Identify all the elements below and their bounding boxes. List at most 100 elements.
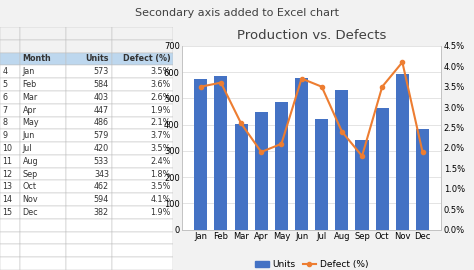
Bar	[111, 257, 173, 270]
Bar	[111, 168, 173, 180]
Text: 420: 420	[94, 144, 109, 153]
Bar	[0, 78, 20, 91]
Bar	[20, 117, 66, 129]
Text: 462: 462	[94, 182, 109, 191]
Bar	[66, 129, 111, 142]
Bar	[20, 27, 66, 40]
Text: 1.9%: 1.9%	[150, 106, 171, 115]
Text: 3.6%: 3.6%	[150, 80, 171, 89]
Bar	[235, 124, 247, 230]
Bar	[66, 155, 111, 168]
Text: Jul: Jul	[22, 144, 32, 153]
Text: 8: 8	[2, 119, 8, 127]
Bar	[20, 40, 66, 53]
Bar	[66, 91, 111, 104]
Text: 7: 7	[2, 106, 8, 115]
Bar	[0, 193, 20, 206]
Bar	[0, 40, 20, 53]
Bar	[111, 129, 173, 142]
Bar	[0, 53, 20, 65]
Text: 573: 573	[94, 67, 109, 76]
Bar	[0, 104, 20, 117]
Text: Mar: Mar	[22, 93, 38, 102]
Bar	[214, 76, 228, 229]
Text: 403: 403	[94, 93, 109, 102]
Bar	[0, 65, 20, 78]
Bar	[20, 53, 66, 65]
Text: 6: 6	[2, 93, 8, 102]
Text: 3.5%: 3.5%	[150, 144, 171, 153]
Bar	[356, 140, 369, 230]
Text: Aug: Aug	[22, 157, 38, 166]
Bar	[111, 104, 173, 117]
Text: Dec: Dec	[22, 208, 38, 217]
Bar	[0, 244, 20, 257]
Bar	[66, 257, 111, 270]
Bar	[66, 193, 111, 206]
Bar	[0, 91, 20, 104]
Legend: Units, Defect (%): Units, Defect (%)	[252, 256, 372, 270]
Bar	[20, 78, 66, 91]
Bar	[396, 74, 409, 230]
Text: Oct: Oct	[22, 182, 36, 191]
Bar	[111, 206, 173, 219]
Text: 486: 486	[94, 119, 109, 127]
Text: 533: 533	[94, 157, 109, 166]
Bar	[20, 65, 66, 78]
Bar	[111, 27, 173, 40]
Bar	[0, 168, 20, 180]
Bar	[111, 193, 173, 206]
Text: 12: 12	[2, 170, 13, 178]
Bar	[295, 78, 308, 230]
Text: 11: 11	[2, 157, 13, 166]
Text: 3.5%: 3.5%	[150, 182, 171, 191]
Bar	[20, 91, 66, 104]
Bar	[66, 232, 111, 244]
Bar	[111, 219, 173, 232]
Title: Production vs. Defects: Production vs. Defects	[237, 29, 386, 42]
Bar	[0, 206, 20, 219]
Text: 10: 10	[2, 144, 13, 153]
Text: 9: 9	[2, 131, 8, 140]
Text: Jan: Jan	[22, 67, 35, 76]
Text: Units: Units	[85, 55, 109, 63]
Text: 343: 343	[94, 170, 109, 178]
Bar	[66, 117, 111, 129]
Bar	[0, 155, 20, 168]
Bar	[66, 104, 111, 117]
Bar	[255, 112, 268, 230]
Bar	[20, 193, 66, 206]
Bar	[0, 257, 20, 270]
Bar	[111, 53, 173, 65]
Text: 584: 584	[94, 80, 109, 89]
Text: 447: 447	[94, 106, 109, 115]
Bar	[111, 155, 173, 168]
Bar	[194, 79, 207, 230]
Text: 4: 4	[2, 67, 8, 76]
Text: 2.4%: 2.4%	[150, 157, 171, 166]
Bar	[111, 40, 173, 53]
Bar	[0, 27, 20, 40]
Bar	[111, 244, 173, 257]
Bar	[66, 168, 111, 180]
Bar	[66, 40, 111, 53]
Text: Feb: Feb	[22, 80, 37, 89]
Bar	[111, 232, 173, 244]
Text: 2.1%: 2.1%	[150, 119, 171, 127]
Bar	[20, 168, 66, 180]
Bar	[111, 117, 173, 129]
Text: Defect (%): Defect (%)	[123, 55, 171, 63]
Bar	[66, 244, 111, 257]
Bar	[66, 142, 111, 155]
Bar	[66, 206, 111, 219]
Bar	[335, 90, 348, 230]
Text: 579: 579	[94, 131, 109, 140]
Text: 382: 382	[94, 208, 109, 217]
Text: Jun: Jun	[22, 131, 35, 140]
Bar	[0, 142, 20, 155]
Bar	[111, 180, 173, 193]
Text: 3.5%: 3.5%	[150, 67, 171, 76]
Bar	[111, 65, 173, 78]
Text: Sep: Sep	[22, 170, 38, 178]
Bar	[111, 78, 173, 91]
